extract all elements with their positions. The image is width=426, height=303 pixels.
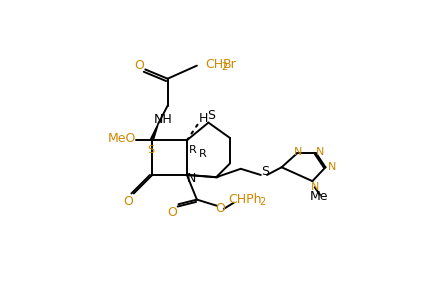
Text: N: N	[327, 162, 335, 172]
Text: S: S	[206, 109, 214, 122]
Text: O: O	[134, 59, 144, 72]
Text: N: N	[310, 182, 318, 192]
Text: Me: Me	[308, 190, 327, 203]
Text: CH: CH	[204, 58, 222, 71]
Text: Br: Br	[223, 58, 236, 71]
Text: S: S	[147, 145, 154, 155]
Text: N: N	[293, 147, 301, 157]
Text: R: R	[199, 149, 207, 159]
Text: 2: 2	[259, 197, 265, 207]
Text: O: O	[167, 206, 177, 219]
Text: MeO: MeO	[108, 132, 136, 145]
Text: O: O	[123, 195, 133, 208]
Text: H: H	[199, 112, 208, 125]
Text: N: N	[187, 171, 196, 185]
Text: R: R	[189, 145, 196, 155]
Text: 2: 2	[221, 62, 227, 72]
Text: S: S	[260, 165, 268, 178]
Polygon shape	[150, 123, 158, 139]
Text: O: O	[215, 202, 225, 215]
Text: N: N	[315, 147, 323, 157]
Text: CHPh: CHPh	[227, 193, 261, 206]
Text: NH: NH	[153, 113, 172, 126]
